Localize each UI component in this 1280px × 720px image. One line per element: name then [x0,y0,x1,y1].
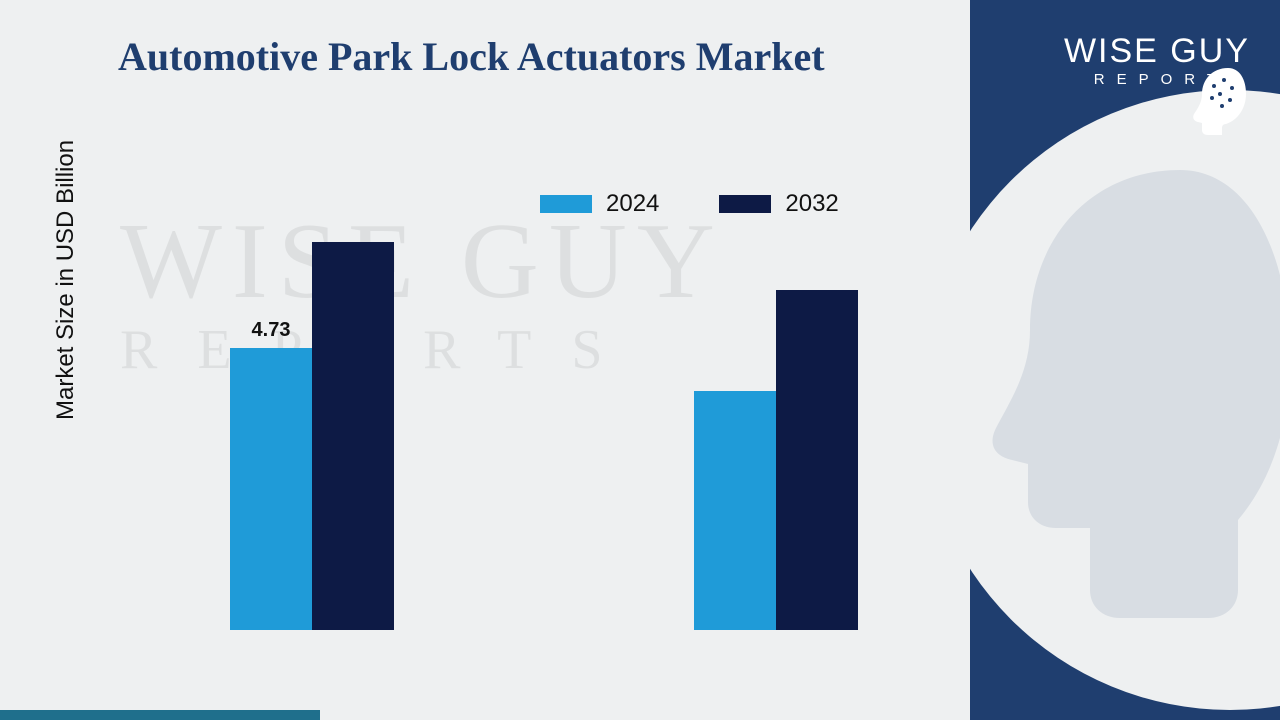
x-axis-baseline [190,0,950,1]
chart-plot-area: 4.73PassengerCarsCommercialVehicles [190,230,950,630]
legend-label: 2024 [606,190,659,218]
legend-label: 2032 [785,190,838,218]
bar [694,391,776,630]
legend-item: 2032 [719,190,838,218]
bar [776,290,858,630]
legend-swatch [540,195,592,213]
y-axis-label: Market Size in USD Billion [52,140,80,420]
legend: 2024 2032 [540,190,839,218]
bar [312,242,394,630]
head-silhouette-icon [950,160,1280,620]
logo-head-icon [1184,64,1256,136]
legend-swatch [719,195,771,213]
brand-logo: WISE GUY REPORTS [1064,34,1250,87]
brand-line1: WISE GUY [1064,34,1250,68]
legend-item: 2024 [540,190,659,218]
chart-title: Automotive Park Lock Actuators Market [118,34,825,80]
bar [230,348,312,630]
stage: WISE GUY REPORTS WISE GUY REPORTS Automo… [0,0,1280,720]
bar-value-label: 4.73 [220,319,322,342]
footer-accent-bar [0,710,320,720]
